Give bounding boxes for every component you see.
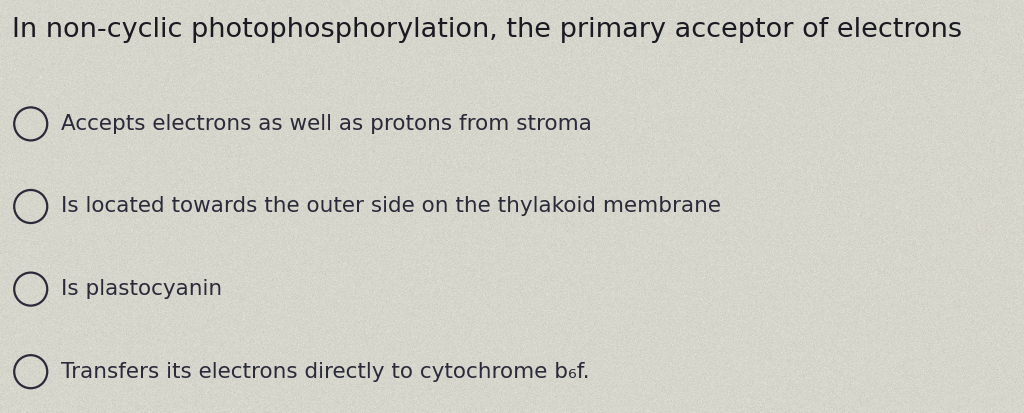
- Text: Is plastocyanin: Is plastocyanin: [61, 279, 222, 299]
- Text: Is located towards the outer side on the thylakoid membrane: Is located towards the outer side on the…: [61, 197, 722, 216]
- Text: Transfers its electrons directly to cytochrome b₆f.: Transfers its electrons directly to cyto…: [61, 362, 590, 382]
- Text: In non-cyclic photophosphorylation, the primary acceptor of electrons: In non-cyclic photophosphorylation, the …: [12, 17, 963, 43]
- Text: Accepts electrons as well as protons from stroma: Accepts electrons as well as protons fro…: [61, 114, 592, 134]
